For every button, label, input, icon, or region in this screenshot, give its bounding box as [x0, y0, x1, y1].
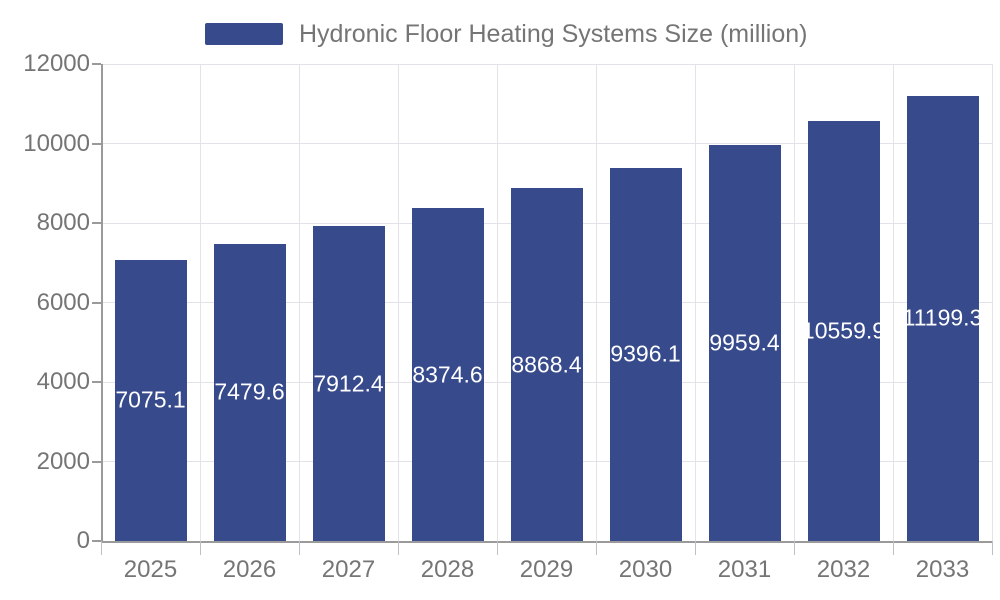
bar-2030[interactable]: 9396.1 [609, 167, 682, 541]
bar-value-label: 11199.3 [906, 304, 979, 331]
x-axis-line [101, 541, 992, 543]
v-gridline [793, 64, 795, 541]
x-tick-label: 2033 [915, 556, 970, 583]
y-tick-label: 4000 [36, 368, 90, 395]
h-gridline [101, 63, 992, 65]
v-gridline [397, 64, 399, 541]
v-gridline [694, 64, 696, 541]
x-axis-tick [199, 541, 201, 555]
h-gridline [101, 143, 992, 144]
bar-2027[interactable]: 7912.4 [312, 226, 385, 541]
x-axis-tick [100, 541, 102, 555]
x-axis-tick [397, 541, 399, 555]
bar-value-label: 9396.1 [610, 340, 681, 367]
bar-value-label: 7075.1 [115, 386, 186, 413]
y-tick-label: 12000 [23, 50, 90, 77]
y-tick-label: 10000 [23, 129, 90, 157]
y-tick-label: 0 [76, 527, 90, 554]
x-axis-tick [694, 541, 696, 555]
bar-2028[interactable]: 8374.6 [411, 208, 484, 541]
y-axis-tick [92, 381, 101, 383]
bar-value-label: 10559.9 [807, 317, 880, 344]
x-tick-label: 2030 [618, 556, 673, 583]
y-axis-tick [92, 301, 101, 304]
x-axis-tick [793, 541, 795, 555]
y-axis-tick [92, 222, 101, 224]
y-axis-tick [92, 63, 101, 65]
y-axis-tick [92, 540, 101, 542]
bar-2032[interactable]: 10559.9 [807, 121, 880, 541]
legend-item[interactable]: Hydronic Floor Heating Systems Size (mil… [205, 14, 807, 54]
bar-value-label: 8868.4 [511, 351, 582, 378]
v-gridline [595, 64, 597, 541]
bar-value-label: 8374.6 [412, 361, 483, 388]
x-tick-label: 2026 [222, 556, 277, 583]
y-axis-tick [92, 460, 101, 463]
bar-2025[interactable]: 7075.1 [114, 259, 187, 541]
bar-2033[interactable]: 11199.3 [906, 95, 979, 541]
bar-value-label: 7912.4 [313, 370, 384, 397]
y-axis-labels: 0 2000 4000 6000 8000 10000 12000 [0, 0, 90, 600]
x-tick-label: 2028 [420, 556, 475, 583]
x-axis-tick [595, 541, 597, 555]
y-axis-tick [92, 142, 101, 145]
bar-2029[interactable]: 8868.4 [510, 188, 583, 541]
bar-2031[interactable]: 9959.4 [708, 145, 781, 541]
bar-2026[interactable]: 7479.6 [213, 243, 286, 541]
y-axis-line [101, 64, 103, 541]
v-gridline [496, 64, 498, 541]
x-tick-label: 2027 [321, 556, 376, 583]
x-axis-tick [991, 541, 993, 555]
x-axis-tick [298, 541, 300, 555]
x-axis-tick [496, 541, 498, 555]
y-tick-label: 8000 [36, 209, 90, 236]
legend-swatch [205, 23, 283, 45]
legend-label: Hydronic Floor Heating Systems Size (mil… [299, 20, 808, 48]
v-gridline [892, 64, 894, 541]
v-gridline [199, 64, 201, 541]
y-tick-label: 6000 [36, 288, 90, 316]
x-axis-tick [892, 541, 894, 555]
x-tick-label: 2032 [816, 556, 871, 583]
bar-value-label: 9959.4 [709, 329, 780, 356]
y-tick-label: 2000 [36, 447, 90, 475]
bar-value-label: 7479.6 [214, 378, 285, 405]
x-tick-label: 2025 [123, 556, 178, 583]
v-gridline [298, 64, 300, 541]
x-tick-label: 2031 [717, 556, 772, 583]
v-gridline [991, 64, 993, 541]
x-tick-label: 2029 [519, 556, 574, 583]
plot-area: 7075.1 7479.6 7912.4 8374.6 8868.4 9396.1 9959… [92, 63, 993, 555]
